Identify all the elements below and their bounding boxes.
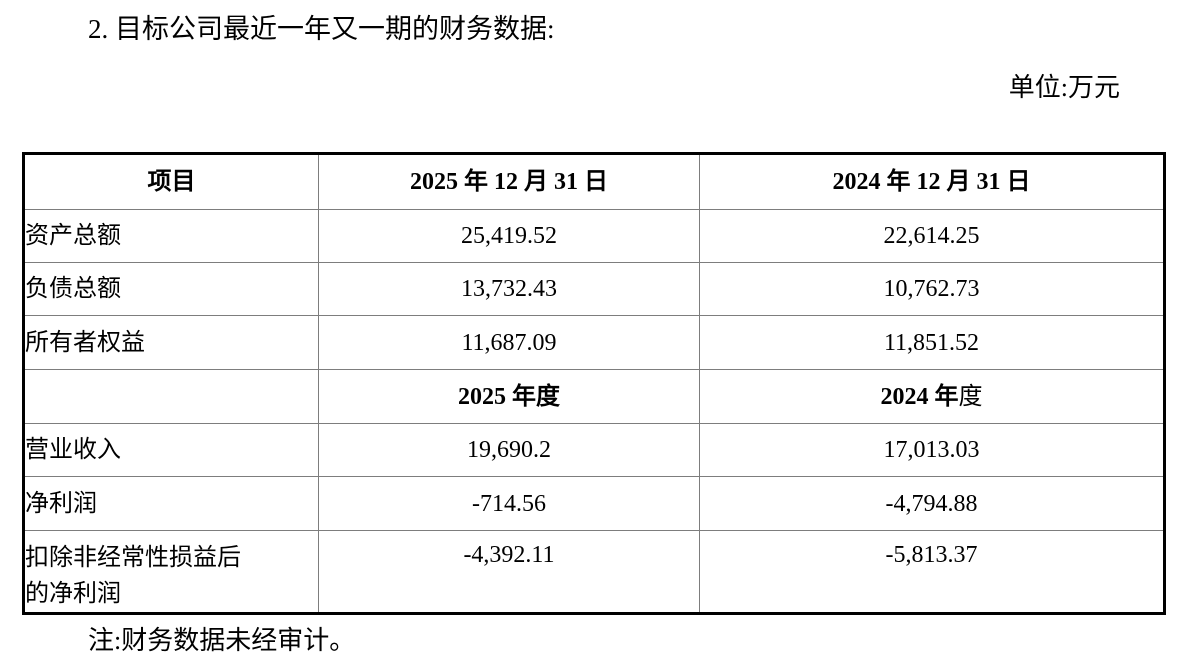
table-row-operating-revenue: 营业收入 19,690.2 17,013.03	[23, 423, 1165, 477]
period-2024: 2024 年度	[699, 369, 1165, 424]
financial-data-table: 项目 2025 年 12 月 31 日 2024 年 12 月 31 日 资产总…	[22, 152, 1166, 615]
table-row-net-profit: 净利润 -714.56 -4,794.88	[23, 476, 1165, 531]
value-2024: -4,794.88	[699, 476, 1165, 531]
row-label: 资产总额	[23, 209, 319, 263]
value-2024: -5,813.37	[699, 530, 1165, 614]
header-date-2024: 2024 年 12 月 31 日	[699, 153, 1165, 210]
unit-label: 单位:万元	[1008, 73, 1120, 103]
period-2024-regular: 度	[958, 383, 983, 410]
value-2025: 11,687.09	[318, 315, 700, 370]
period-2025: 2025 年度	[318, 369, 700, 424]
row-label: 净利润	[23, 476, 319, 531]
row-label-line2: 的净利润	[25, 581, 121, 607]
value-2025: 19,690.2	[318, 423, 700, 477]
value-2024: 22,614.25	[699, 209, 1165, 263]
row-label: 负债总额	[23, 262, 319, 316]
header-item: 项目	[23, 153, 319, 210]
row-label: 扣除非经常性损益后 的净利润	[23, 530, 319, 614]
table-row-total-liabilities: 负债总额 13,732.43 10,762.73	[23, 262, 1165, 316]
table-row-owners-equity: 所有者权益 11,687.09 11,851.52	[23, 315, 1165, 370]
value-2024: 10,762.73	[699, 262, 1165, 316]
value-2024: 17,013.03	[699, 423, 1165, 477]
value-2025: -4,392.11	[318, 530, 700, 614]
table-period-header-row: 2025 年度 2024 年度	[23, 369, 1165, 424]
section-title: 2. 目标公司最近一年又一期的财务数据:	[88, 14, 555, 44]
value-2025: -714.56	[318, 476, 700, 531]
footnote: 注:财务数据未经审计。	[88, 626, 356, 655]
table-row-total-assets: 资产总额 25,419.52 22,614.25	[23, 209, 1165, 263]
table-header-row: 项目 2025 年 12 月 31 日 2024 年 12 月 31 日	[23, 153, 1165, 210]
row-label: 所有者权益	[23, 315, 319, 370]
value-2025: 25,419.52	[318, 209, 700, 263]
row-label-line1: 扣除非经常性损益后	[25, 545, 241, 571]
header-date-2025: 2025 年 12 月 31 日	[318, 153, 700, 210]
table-row-net-profit-excl-nonrecurring: 扣除非经常性损益后 的净利润 -4,392.11 -5,813.37	[23, 530, 1165, 614]
value-2024: 11,851.52	[699, 315, 1165, 370]
row-label: 营业收入	[23, 423, 319, 477]
value-2025: 13,732.43	[318, 262, 700, 316]
period-2024-bold: 2024 年	[880, 383, 959, 410]
period-empty-cell	[23, 369, 319, 424]
